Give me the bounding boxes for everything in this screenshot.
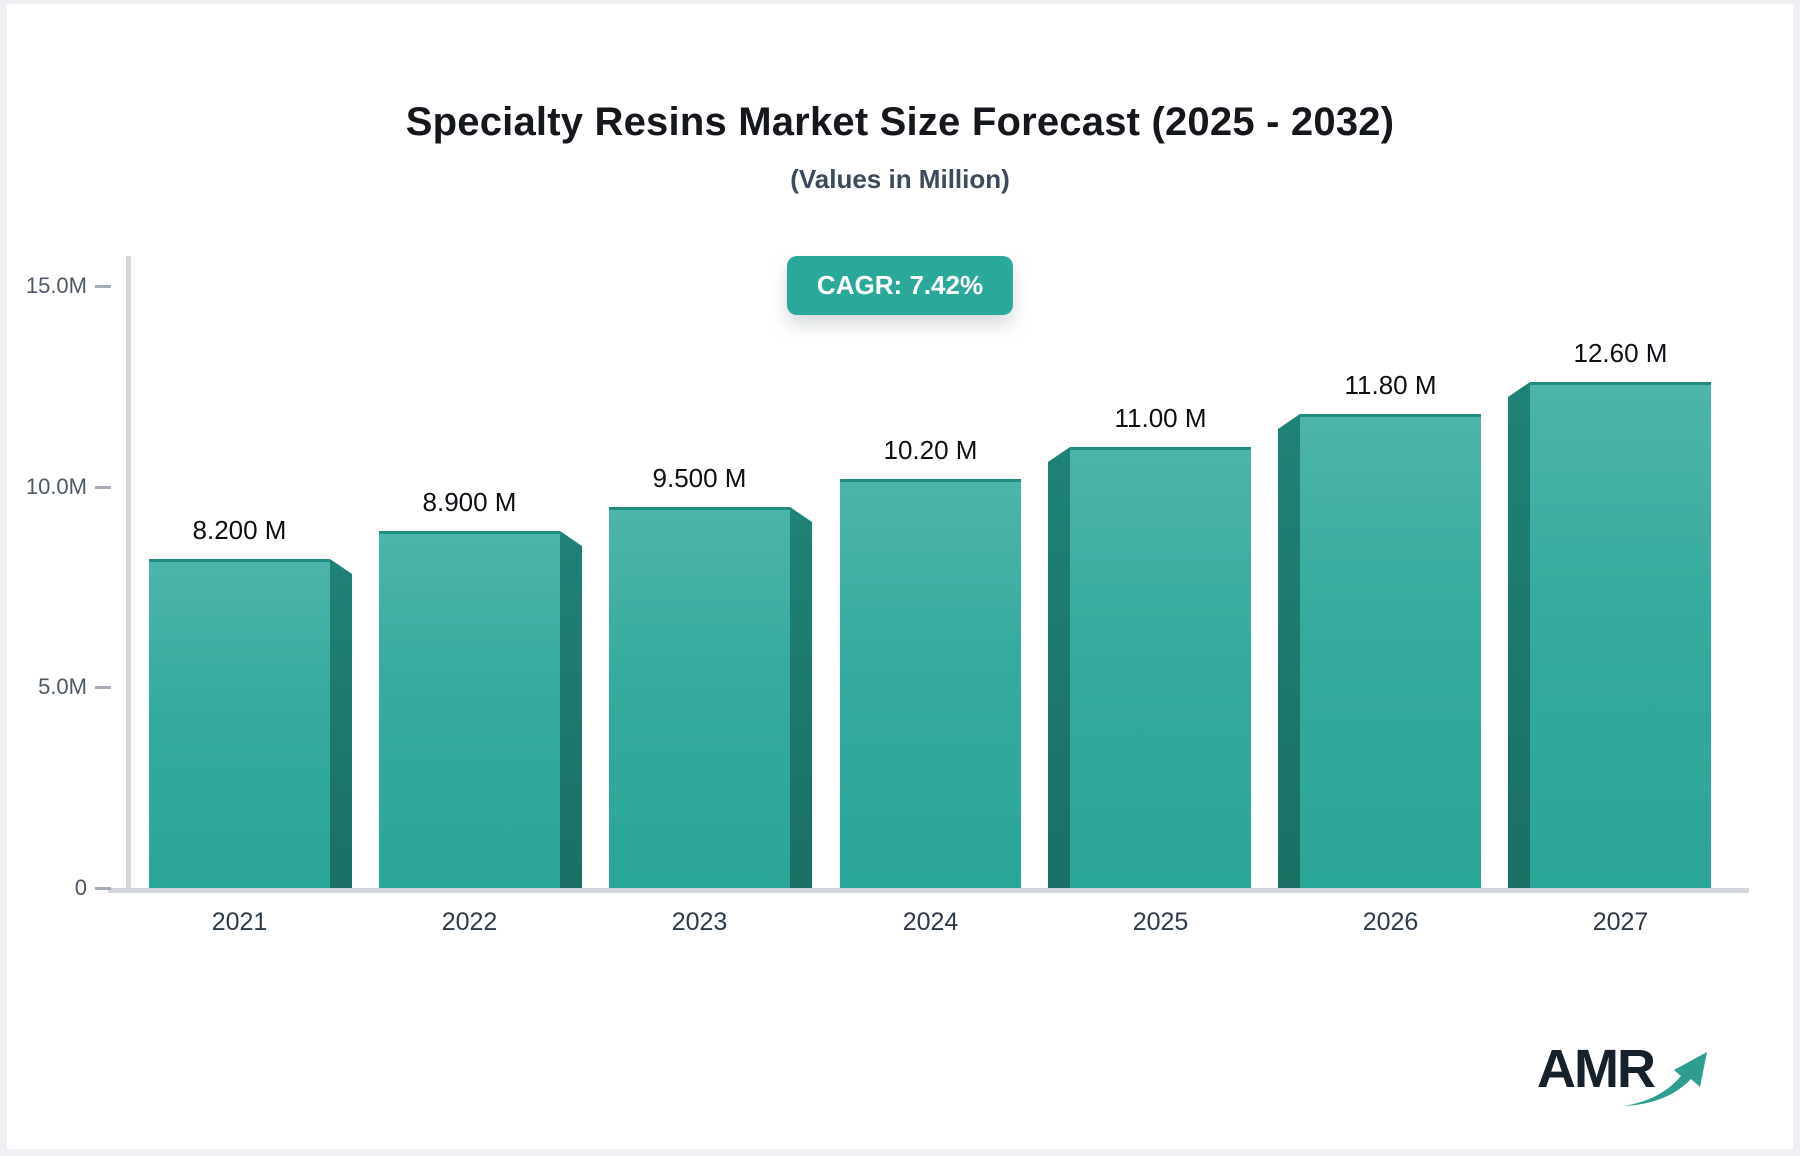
x-label-2025: 2025 (1132, 908, 1189, 936)
bar-value-2022: 8.900 M (422, 487, 517, 517)
plot-area: 0 5.0M 10.0M 15.0M 8.200 M 2021 8.900 M 2022 9.5… (7, 4, 1793, 1149)
x-axis-line (108, 888, 1749, 893)
bar-2025 (1070, 447, 1251, 888)
bar-value-2027: 12.60 M (1573, 338, 1668, 368)
amr-logo-text: AMR (1537, 1039, 1656, 1099)
growth-arrow-icon (1623, 1052, 1707, 1106)
x-label-2024: 2024 (902, 908, 959, 936)
bar-2026 (1300, 414, 1481, 888)
x-label-2023: 2023 (671, 908, 728, 936)
bar-side-face-2027 (1508, 382, 1530, 888)
x-label-2021: 2021 (211, 908, 268, 936)
bar-2027 (1530, 382, 1711, 888)
y-tick-label-10.0M: 10.0M (25, 473, 87, 499)
y-tick-dash-15.0M (95, 285, 111, 289)
bar-side-face-2022 (560, 531, 582, 888)
bar-value-2025: 11.00 M (1114, 403, 1207, 433)
bar-side-face-2026 (1278, 414, 1300, 888)
bar-2021 (149, 559, 330, 888)
x-label-2027: 2027 (1592, 908, 1649, 936)
bar-2023 (609, 507, 790, 888)
bar-value-2026: 11.80 M (1344, 370, 1437, 400)
y-tick-dash-10.0M (95, 485, 111, 489)
chart-canvas: Specialty Resins Market Size Forecast (2… (7, 4, 1793, 1149)
bar-side-face-2023 (790, 507, 812, 888)
y-tick-dash-0 (95, 887, 111, 890)
bar-2022 (379, 531, 560, 888)
cagr-badge: CAGR: 7.42% (786, 256, 1014, 315)
y-axis-line (126, 256, 131, 893)
y-tick-dash-5.0M (95, 686, 111, 690)
bar-side-face-2025 (1048, 447, 1070, 888)
x-label-2026: 2026 (1362, 908, 1419, 936)
amr-logo: AMR (1537, 1038, 1717, 1118)
bar-value-2024: 10.20 M (883, 435, 978, 465)
y-tick-label-5.0M: 5.0M (38, 674, 87, 700)
y-tick-label-15.0M: 15.0M (25, 273, 87, 299)
chart-title: Specialty Resins Market Size Forecast (2… (405, 100, 1395, 144)
x-label-2022: 2022 (441, 908, 498, 936)
bar-value-2023: 9.500 M (652, 463, 747, 493)
bar-value-2021: 8.200 M (192, 515, 287, 545)
bar-side-face-2021 (330, 559, 352, 888)
bar-2024 (840, 479, 1021, 888)
chart-subtitle: (Values in Million) (790, 164, 1010, 194)
y-tick-label-0: 0 (74, 875, 87, 900)
